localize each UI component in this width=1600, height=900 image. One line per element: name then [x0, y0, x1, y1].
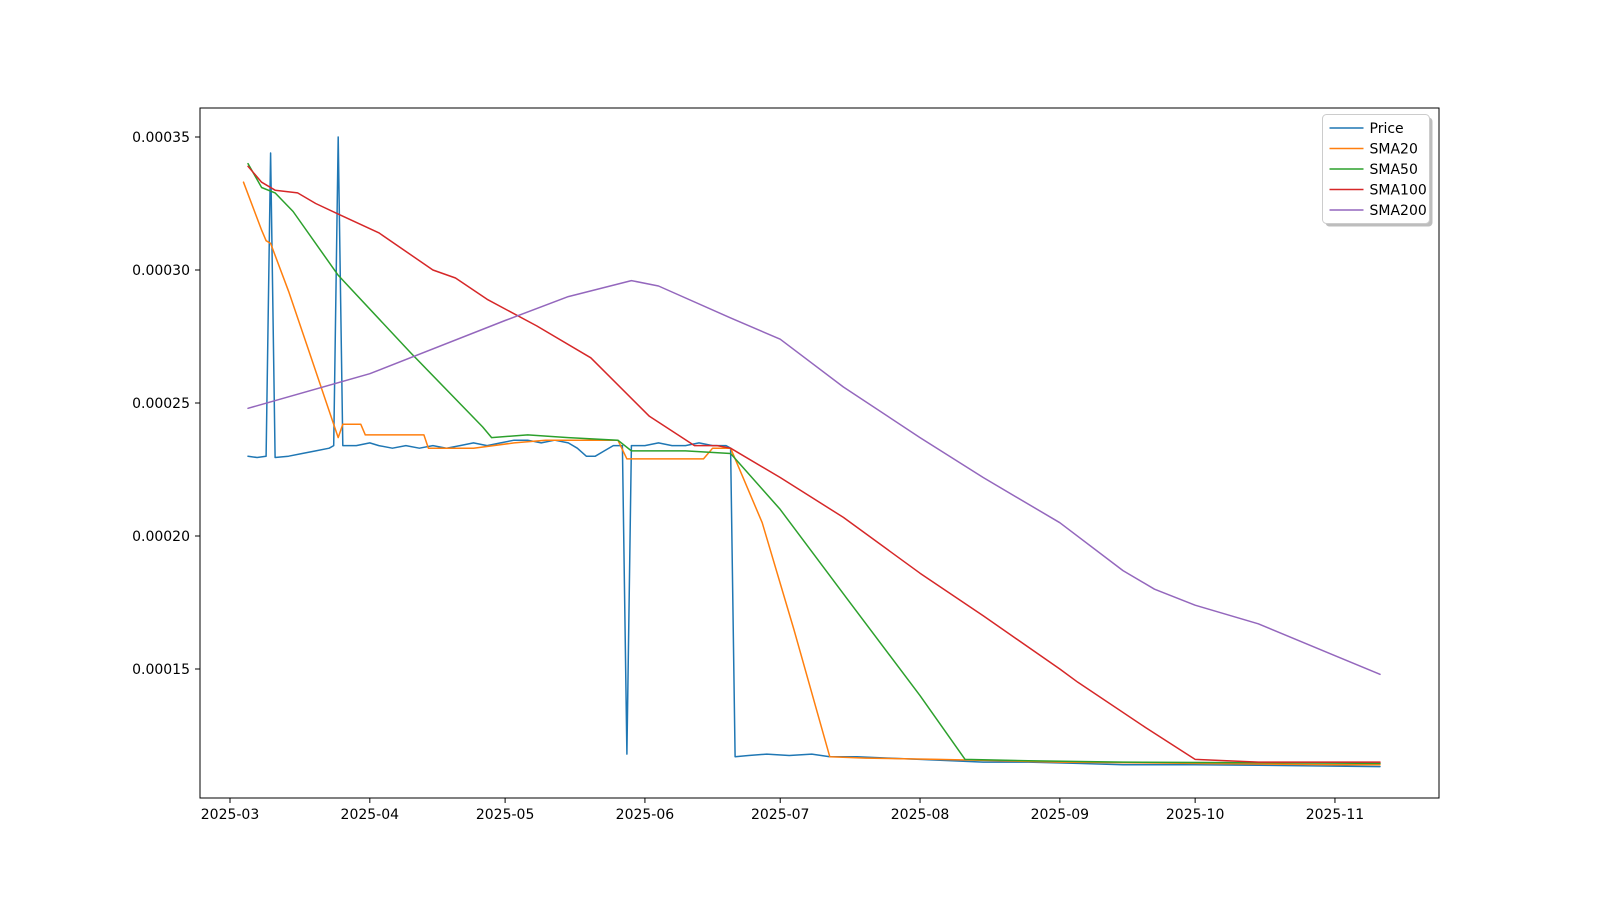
x-tick-label: 2025-08 — [891, 807, 950, 823]
legend-label: SMA200 — [1370, 203, 1427, 219]
x-tick-label: 2025-03 — [201, 807, 260, 823]
series-line-sma200 — [247, 279, 1381, 676]
legend-label: SMA100 — [1370, 183, 1427, 199]
y-tick-label: 0.00020 — [132, 529, 190, 545]
series-line-sma100 — [247, 165, 1381, 763]
plot-area — [199, 107, 1440, 799]
y-tick-label: 0.00015 — [132, 662, 190, 678]
y-tick-label: 0.00030 — [132, 263, 190, 279]
x-tick-label: 2025-11 — [1306, 807, 1365, 823]
axes-layer: 2025-03 2025-04 2025-05 2025-06 2025-07 2025-… — [132, 107, 1440, 823]
series-line-sma50 — [247, 162, 1381, 765]
x-tick-label: 2025-06 — [616, 807, 675, 823]
legend-item-sma200: SMA200 — [1329, 203, 1427, 219]
y-tick-label: 0.00035 — [132, 130, 190, 146]
legend: Price SMA20 SMA50 SMA100 SMA200 — [1322, 114, 1433, 227]
x-tick-label: 2025-09 — [1031, 807, 1090, 823]
x-tick-label: 2025-04 — [341, 807, 400, 823]
x-tick-label: 2025-10 — [1166, 807, 1225, 823]
x-tick-label: 2025-07 — [751, 807, 810, 823]
legend-label: SMA50 — [1370, 162, 1418, 178]
series-layer — [242, 136, 1381, 768]
legend-item-price: Price — [1329, 121, 1404, 137]
y-tick-label: 0.00025 — [132, 396, 190, 412]
legend-label: SMA20 — [1370, 142, 1418, 158]
legend-item-sma50: SMA50 — [1329, 162, 1418, 178]
series-line-sma20 — [242, 181, 1381, 766]
legend-item-sma20: SMA20 — [1329, 142, 1418, 158]
legend-box — [1322, 114, 1430, 224]
legend-item-sma100: SMA100 — [1329, 183, 1427, 199]
x-tick-label: 2025-05 — [476, 807, 535, 823]
legend-label: Price — [1370, 121, 1404, 137]
